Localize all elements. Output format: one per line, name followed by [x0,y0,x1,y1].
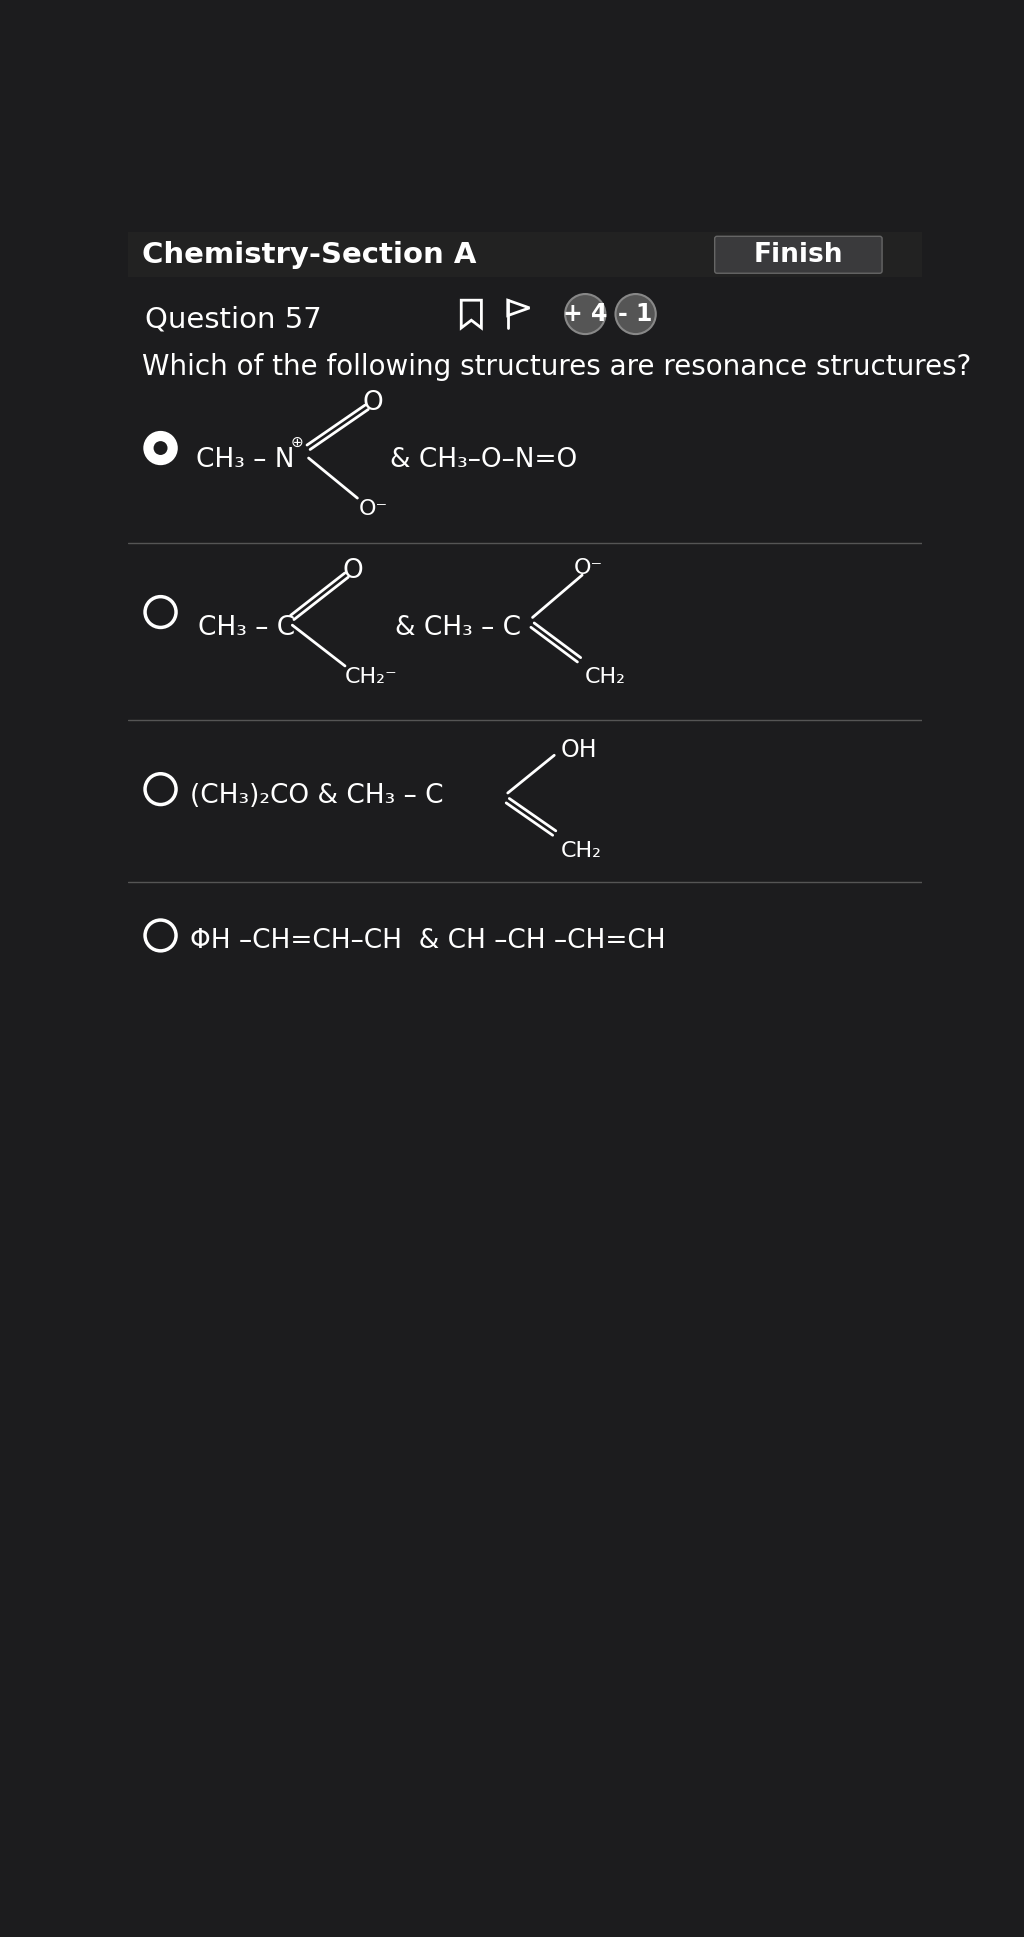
Text: CH₂: CH₂ [586,668,627,688]
Text: O⁻: O⁻ [359,500,388,519]
Circle shape [154,442,168,455]
Text: Chemistry-Section A: Chemistry-Section A [142,240,476,269]
Text: OH: OH [560,738,597,763]
Circle shape [615,294,655,333]
Text: Question 57: Question 57 [145,306,322,333]
Text: + 4: + 4 [563,302,607,325]
Text: CH₂⁻: CH₂⁻ [345,668,397,688]
Text: O: O [362,389,383,416]
Text: Which of the following structures are resonance structures?: Which of the following structures are re… [142,353,972,382]
Text: O⁻: O⁻ [573,558,603,577]
Text: CH₃ – N: CH₃ – N [197,447,295,473]
Text: CH₂: CH₂ [560,841,601,860]
Circle shape [145,432,176,463]
Text: & CH₃–O–N=O: & CH₃–O–N=O [390,447,578,473]
Text: & CH₃ – C: & CH₃ – C [395,616,521,641]
Text: O: O [342,558,364,585]
Circle shape [565,294,605,333]
Text: - 1: - 1 [618,302,653,325]
Text: (CH₃)₂CO & CH₃ – C: (CH₃)₂CO & CH₃ – C [190,783,443,810]
Text: ⊕: ⊕ [291,436,303,449]
Text: CH₃ – C: CH₃ – C [198,616,295,641]
Bar [128,232,922,277]
Text: Finish: Finish [754,242,843,267]
Text: ΦH –CH=CH–CH  & CH –CH –CH=CH: ΦH –CH=CH–CH & CH –CH –CH=CH [190,928,666,953]
FancyBboxPatch shape [715,236,882,273]
